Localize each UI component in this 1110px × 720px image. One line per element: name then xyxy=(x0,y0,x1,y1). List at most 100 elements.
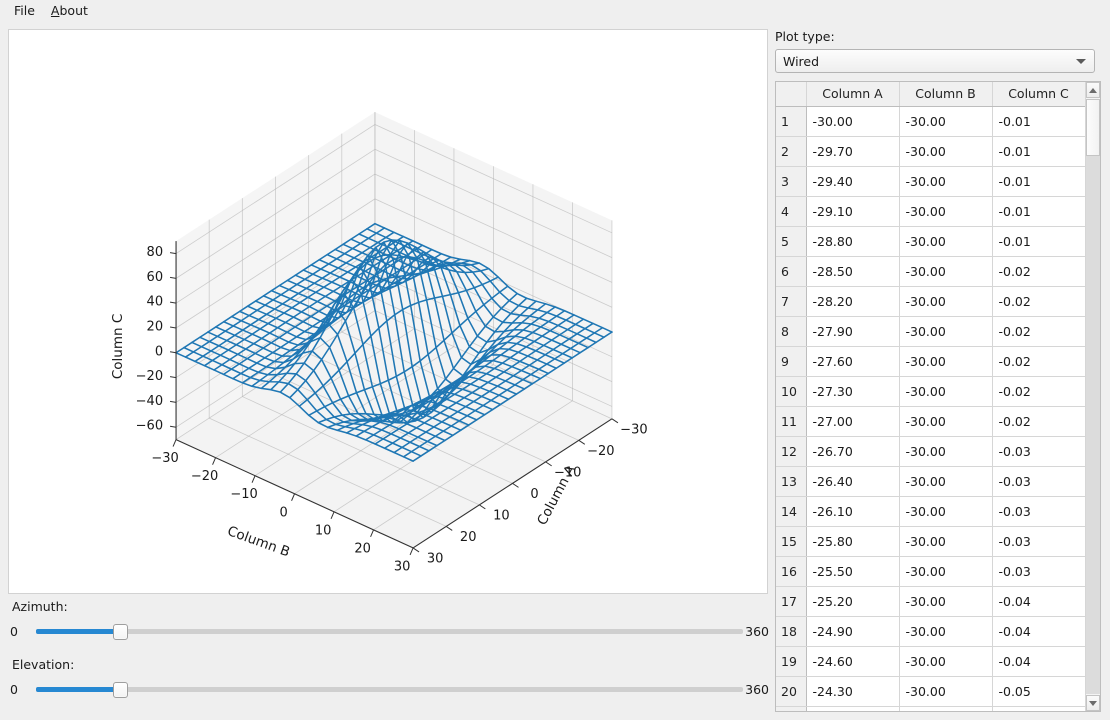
cell-column-b[interactable]: -30.00 xyxy=(899,586,993,617)
table-row[interactable]: 2 -29.70 -30.00 -0.01 xyxy=(776,136,1085,167)
table-row[interactable]: 16 -25.50 -30.00 -0.03 xyxy=(776,556,1085,587)
cell-column-b[interactable]: -30.00 xyxy=(899,376,993,407)
cell-column-b[interactable]: -30.00 xyxy=(899,676,993,707)
table-row[interactable]: 8 -27.90 -30.00 -0.02 xyxy=(776,316,1085,347)
row-header-cell[interactable]: 18 xyxy=(776,616,807,647)
table-row[interactable]: 20 -24.30 -30.00 -0.05 xyxy=(776,676,1085,707)
scrollbar-track[interactable] xyxy=(1086,99,1100,694)
row-header-cell[interactable]: 2 xyxy=(776,136,807,167)
plot-canvas[interactable]: −60 −40 −20 0 20 40 60 80 −30 −20 −10 0 10 20 30 30 20 10… xyxy=(8,29,768,594)
cell-column-b[interactable] xyxy=(899,706,993,711)
table-row[interactable]: 15 -25.80 -30.00 -0.03 xyxy=(776,526,1085,557)
cell-column-c[interactable]: -0.02 xyxy=(992,256,1085,287)
cell-column-b[interactable]: -30.00 xyxy=(899,256,993,287)
cell-column-c[interactable]: -0.01 xyxy=(992,196,1085,227)
cell-column-b[interactable]: -30.00 xyxy=(899,196,993,227)
cell-column-a[interactable]: -27.30 xyxy=(806,376,900,407)
azimuth-slider[interactable] xyxy=(36,622,743,640)
cell-column-a[interactable]: -24.30 xyxy=(806,676,900,707)
cell-column-b[interactable]: -30.00 xyxy=(899,286,993,317)
cell-column-c[interactable]: -0.04 xyxy=(992,586,1085,617)
plot-3d-wireframe[interactable]: −60 −40 −20 0 20 40 60 80 −30 −20 −10 0 10 20 30 30 20 10… xyxy=(9,30,767,593)
cell-column-a[interactable]: -27.00 xyxy=(806,406,900,437)
table-row[interactable]: 17 -25.20 -30.00 -0.04 xyxy=(776,586,1085,617)
cell-column-a[interactable] xyxy=(806,706,900,711)
row-header-cell[interactable]: 13 xyxy=(776,466,807,497)
row-header-cell[interactable]: 20 xyxy=(776,676,807,707)
cell-column-c[interactable] xyxy=(992,706,1085,711)
cell-column-a[interactable]: -24.90 xyxy=(806,616,900,647)
table-row[interactable]: 6 -28.50 -30.00 -0.02 xyxy=(776,256,1085,287)
azimuth-slider-groove[interactable] xyxy=(36,629,743,634)
row-header-cell[interactable]: 16 xyxy=(776,556,807,587)
table-row[interactable]: 9 -27.60 -30.00 -0.02 xyxy=(776,346,1085,377)
cell-column-b[interactable]: -30.00 xyxy=(899,226,993,257)
cell-column-b[interactable]: -30.00 xyxy=(899,496,993,527)
cell-column-a[interactable]: -27.60 xyxy=(806,346,900,377)
row-header-cell[interactable]: 9 xyxy=(776,346,807,377)
cell-column-b[interactable]: -30.00 xyxy=(899,316,993,347)
row-header-cell[interactable]: 15 xyxy=(776,526,807,557)
table-row[interactable]: 3 -29.40 -30.00 -0.01 xyxy=(776,166,1085,197)
cell-column-a[interactable]: -29.10 xyxy=(806,196,900,227)
cell-column-c[interactable]: -0.04 xyxy=(992,616,1085,647)
table-row[interactable]: 19 -24.60 -30.00 -0.04 xyxy=(776,646,1085,677)
elevation-slider[interactable] xyxy=(36,680,743,698)
cell-column-a[interactable]: -29.40 xyxy=(806,166,900,197)
table-corner-cell[interactable] xyxy=(776,82,807,107)
elevation-slider-handle[interactable] xyxy=(112,682,128,698)
cell-column-a[interactable]: -24.60 xyxy=(806,646,900,677)
cell-column-c[interactable]: -0.03 xyxy=(992,436,1085,467)
cell-column-c[interactable]: -0.01 xyxy=(992,226,1085,257)
cell-column-c[interactable]: -0.03 xyxy=(992,526,1085,557)
cell-column-c[interactable]: -0.02 xyxy=(992,286,1085,317)
column-header-a[interactable]: Column A xyxy=(806,82,900,107)
cell-column-c[interactable]: -0.02 xyxy=(992,406,1085,437)
row-header-cell[interactable]: 10 xyxy=(776,376,807,407)
row-header-cell[interactable]: 5 xyxy=(776,226,807,257)
cell-column-a[interactable]: -25.80 xyxy=(806,526,900,557)
table-row[interactable]: 1 -30.00 -30.00 -0.01 xyxy=(776,106,1085,137)
table-row[interactable]: 18 -24.90 -30.00 -0.04 xyxy=(776,616,1085,647)
menu-item-file[interactable]: File xyxy=(14,2,35,18)
row-header-cell[interactable]: 6 xyxy=(776,256,807,287)
cell-column-c[interactable]: -0.02 xyxy=(992,316,1085,347)
scroll-down-button[interactable] xyxy=(1086,695,1100,711)
cell-column-b[interactable]: -30.00 xyxy=(899,436,993,467)
table-row[interactable]: 10 -27.30 -30.00 -0.02 xyxy=(776,376,1085,407)
cell-column-c[interactable]: -0.03 xyxy=(992,556,1085,587)
cell-column-a[interactable]: -29.70 xyxy=(806,136,900,167)
cell-column-a[interactable]: -26.40 xyxy=(806,466,900,497)
cell-column-c[interactable]: -0.01 xyxy=(992,136,1085,167)
row-header-cell[interactable]: 8 xyxy=(776,316,807,347)
table-row[interactable]: 13 -26.40 -30.00 -0.03 xyxy=(776,466,1085,497)
cell-column-c[interactable]: -0.03 xyxy=(992,496,1085,527)
row-header-cell[interactable]: 17 xyxy=(776,586,807,617)
table-row[interactable]: 14 -26.10 -30.00 -0.03 xyxy=(776,496,1085,527)
column-header-c[interactable]: Column C xyxy=(992,82,1085,107)
cell-column-b[interactable]: -30.00 xyxy=(899,616,993,647)
cell-column-c[interactable]: -0.02 xyxy=(992,346,1085,377)
cell-column-a[interactable]: -26.10 xyxy=(806,496,900,527)
cell-column-b[interactable]: -30.00 xyxy=(899,346,993,377)
row-header-cell[interactable]: 19 xyxy=(776,646,807,677)
cell-column-b[interactable]: -30.00 xyxy=(899,136,993,167)
column-header-b[interactable]: Column B xyxy=(899,82,993,107)
table-row[interactable]: 5 -28.80 -30.00 -0.01 xyxy=(776,226,1085,257)
table-row[interactable]: 7 -28.20 -30.00 -0.02 xyxy=(776,286,1085,317)
cell-column-b[interactable]: -30.00 xyxy=(899,406,993,437)
cell-column-c[interactable]: -0.02 xyxy=(992,376,1085,407)
cell-column-c[interactable]: -0.01 xyxy=(992,166,1085,197)
row-header-cell[interactable]: 1 xyxy=(776,106,807,137)
cell-column-c[interactable]: -0.03 xyxy=(992,466,1085,497)
cell-column-a[interactable]: -25.50 xyxy=(806,556,900,587)
cell-column-c[interactable]: -0.01 xyxy=(992,106,1085,137)
cell-column-c[interactable]: -0.04 xyxy=(992,646,1085,677)
table-row[interactable]: 11 -27.00 -30.00 -0.02 xyxy=(776,406,1085,437)
cell-column-b[interactable]: -30.00 xyxy=(899,556,993,587)
cell-column-b[interactable]: -30.00 xyxy=(899,106,993,137)
table-row[interactable]: 4 -29.10 -30.00 -0.01 xyxy=(776,196,1085,227)
cell-column-b[interactable]: -30.00 xyxy=(899,646,993,677)
table-row[interactable] xyxy=(776,706,1085,711)
plot-type-dropdown[interactable]: Wired xyxy=(775,49,1095,73)
